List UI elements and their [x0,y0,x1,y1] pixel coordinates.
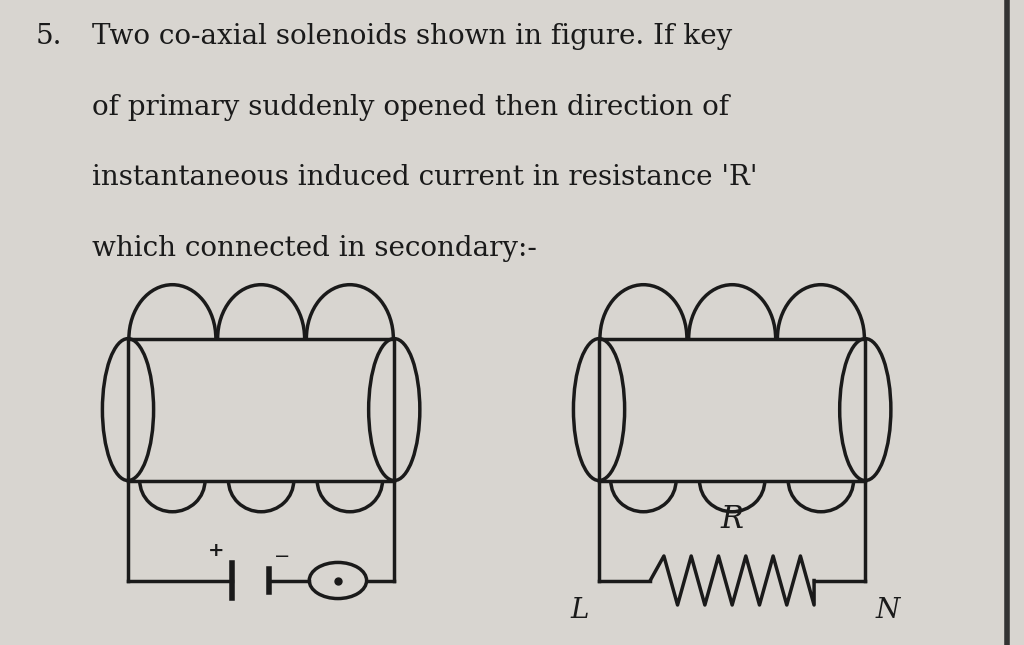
Text: +: + [208,542,224,559]
Bar [599,339,865,481]
Text: of primary suddenly opened then direction of: of primary suddenly opened then directio… [92,94,729,121]
Text: 5.: 5. [36,23,62,50]
Text: L: L [570,597,589,624]
Text: Two co-axial solenoids shown in figure. If key: Two co-axial solenoids shown in figure. … [92,23,732,50]
Text: R: R [721,504,743,535]
Text: which connected in secondary:-: which connected in secondary:- [92,235,537,263]
Bar [128,339,394,481]
Text: −: − [274,548,291,566]
Text: N: N [876,597,900,624]
Text: instantaneous induced current in resistance 'R': instantaneous induced current in resista… [92,164,758,192]
